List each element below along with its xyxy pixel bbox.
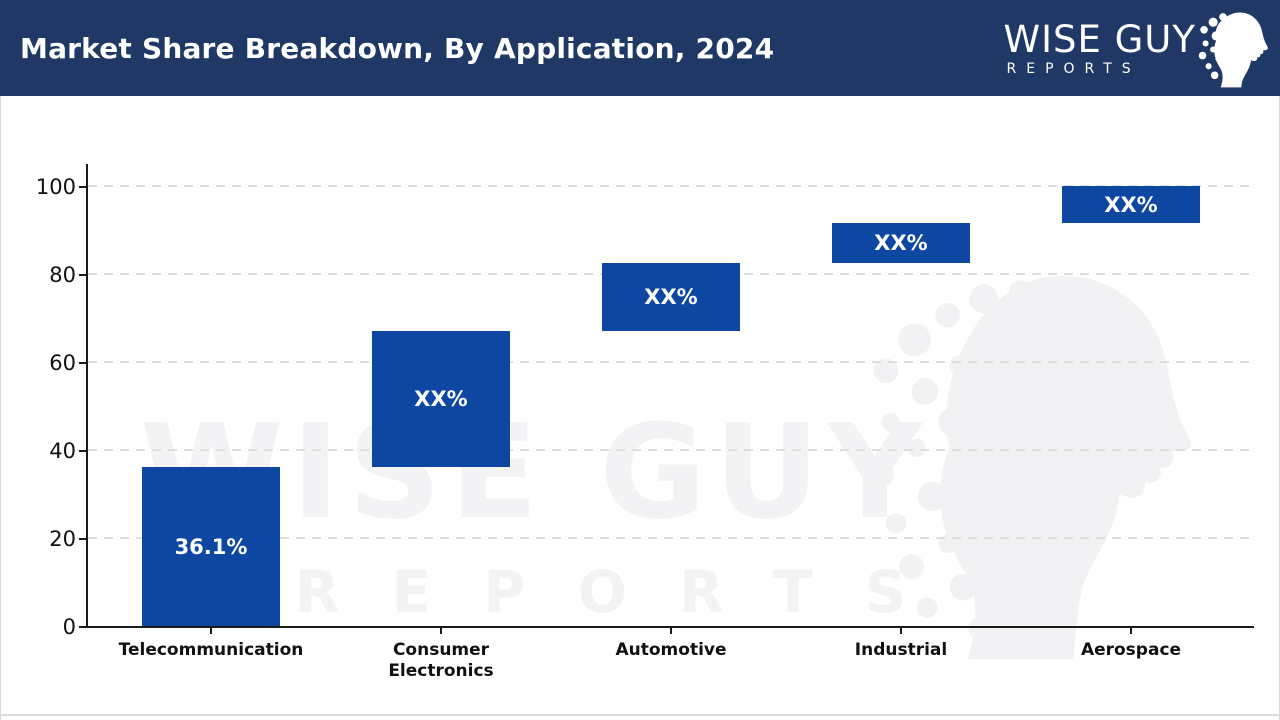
bar-telecommunication: 36.1%	[142, 467, 280, 626]
chart-title: Market Share Breakdown, By Application, …	[20, 31, 775, 65]
bar-value-label: XX%	[874, 231, 928, 256]
bar-value-label: XX%	[1104, 192, 1158, 217]
bar-aerospace: XX%	[1062, 186, 1200, 224]
y-tick-label: 60	[49, 351, 76, 375]
y-tick-label: 80	[49, 263, 76, 287]
y-tick-mark	[79, 538, 86, 540]
gridline	[88, 449, 1254, 451]
x-category-label-industrial: Industrial	[786, 640, 1016, 661]
header-bar: Market Share Breakdown, By Application, …	[0, 0, 1280, 96]
y-tick-mark	[79, 626, 86, 628]
y-tick-mark	[79, 186, 86, 188]
x-tick-mark	[1130, 628, 1132, 634]
footer-divider	[0, 714, 1280, 716]
y-tick-mark	[79, 274, 86, 276]
x-category-label-automotive: Automotive	[556, 640, 786, 661]
x-tick-mark	[670, 628, 672, 634]
x-tick-mark	[440, 628, 442, 634]
y-tick-mark	[79, 450, 86, 452]
bar-industrial: XX%	[832, 223, 970, 263]
x-category-label-consumer-electronics: Consumer Electronics	[326, 640, 556, 682]
gridline	[88, 537, 1254, 539]
x-axis-line	[86, 626, 1254, 628]
x-category-label-line: Telecommunication	[118, 640, 304, 660]
bar-automotive: XX%	[602, 263, 740, 332]
x-tick-mark	[210, 628, 212, 634]
gridline	[88, 361, 1254, 363]
brand-logo-text: WISE GUY REPORTS	[1003, 17, 1196, 77]
x-category-label-aerospace: Aerospace	[1016, 640, 1246, 661]
brand-name: WISE GUY	[1003, 17, 1196, 61]
bar-value-label: 36.1%	[174, 534, 248, 559]
brand-subtitle: REPORTS	[1006, 60, 1141, 77]
y-tick-label: 20	[49, 527, 76, 551]
x-category-label-line: Aerospace	[1080, 640, 1182, 660]
x-category-label-telecommunication: Telecommunication	[96, 640, 326, 661]
x-category-label-line: Industrial	[854, 640, 948, 660]
bar-value-label: XX%	[414, 387, 468, 412]
bar-consumer-electronics: XX%	[372, 331, 510, 468]
y-tick-label: 40	[49, 439, 76, 463]
x-category-label-line: Automotive	[615, 640, 727, 660]
y-tick-mark	[79, 362, 86, 364]
gridline	[88, 185, 1254, 187]
brand-head-icon	[1198, 12, 1268, 88]
x-category-label-line: Consumer	[392, 640, 490, 660]
y-tick-label: 0	[62, 615, 76, 639]
y-tick-label: 100	[35, 175, 76, 199]
brand-logo: WISE GUY REPORTS	[1004, 7, 1280, 89]
bar-value-label: XX%	[644, 285, 698, 310]
x-category-label-line: Electronics	[388, 661, 494, 681]
y-axis-line	[86, 164, 88, 628]
x-tick-mark	[900, 628, 902, 634]
